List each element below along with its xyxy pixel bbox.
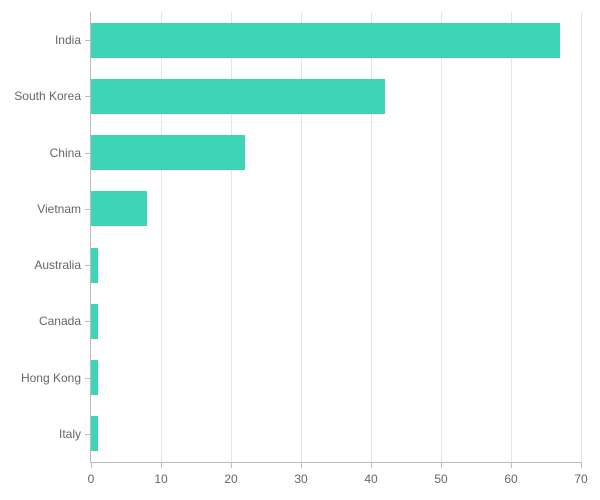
gridline <box>511 12 512 462</box>
y-axis-label: South Korea <box>14 89 81 103</box>
bar <box>91 191 147 226</box>
bar <box>91 79 385 114</box>
bar <box>91 416 98 451</box>
x-tick <box>161 462 162 468</box>
bar <box>91 135 245 170</box>
x-axis-label: 40 <box>364 472 377 486</box>
y-axis-label: Hong Kong <box>21 371 81 385</box>
y-axis-label: China <box>50 146 81 160</box>
plot-area: 010203040506070IndiaSouth KoreaChinaViet… <box>90 12 581 463</box>
y-axis-label: Italy <box>59 427 81 441</box>
x-tick <box>441 462 442 468</box>
bar <box>91 248 98 283</box>
x-axis-label: 50 <box>434 472 447 486</box>
bar <box>91 23 560 58</box>
x-axis-label: 70 <box>574 472 587 486</box>
x-axis-label: 10 <box>154 472 167 486</box>
x-tick <box>371 462 372 468</box>
bar <box>91 304 98 339</box>
x-tick <box>231 462 232 468</box>
x-axis-label: 20 <box>224 472 237 486</box>
x-tick <box>511 462 512 468</box>
y-axis-label: India <box>55 33 81 47</box>
horizontal-bar-chart: 0 10 20 30 40 50 60 70 India South Korea China Viet… <box>0 0 600 500</box>
y-axis-label: Canada <box>39 314 81 328</box>
x-axis-label: 0 <box>88 472 95 486</box>
x-tick <box>301 462 302 468</box>
gridline <box>581 12 582 462</box>
y-axis-label: Australia <box>34 258 81 272</box>
gridline <box>441 12 442 462</box>
y-axis-label: Vietnam <box>37 202 81 216</box>
bar <box>91 360 98 395</box>
x-tick <box>581 462 582 468</box>
x-axis-label: 60 <box>504 472 517 486</box>
x-tick <box>91 462 92 468</box>
x-axis-label: 30 <box>294 472 307 486</box>
